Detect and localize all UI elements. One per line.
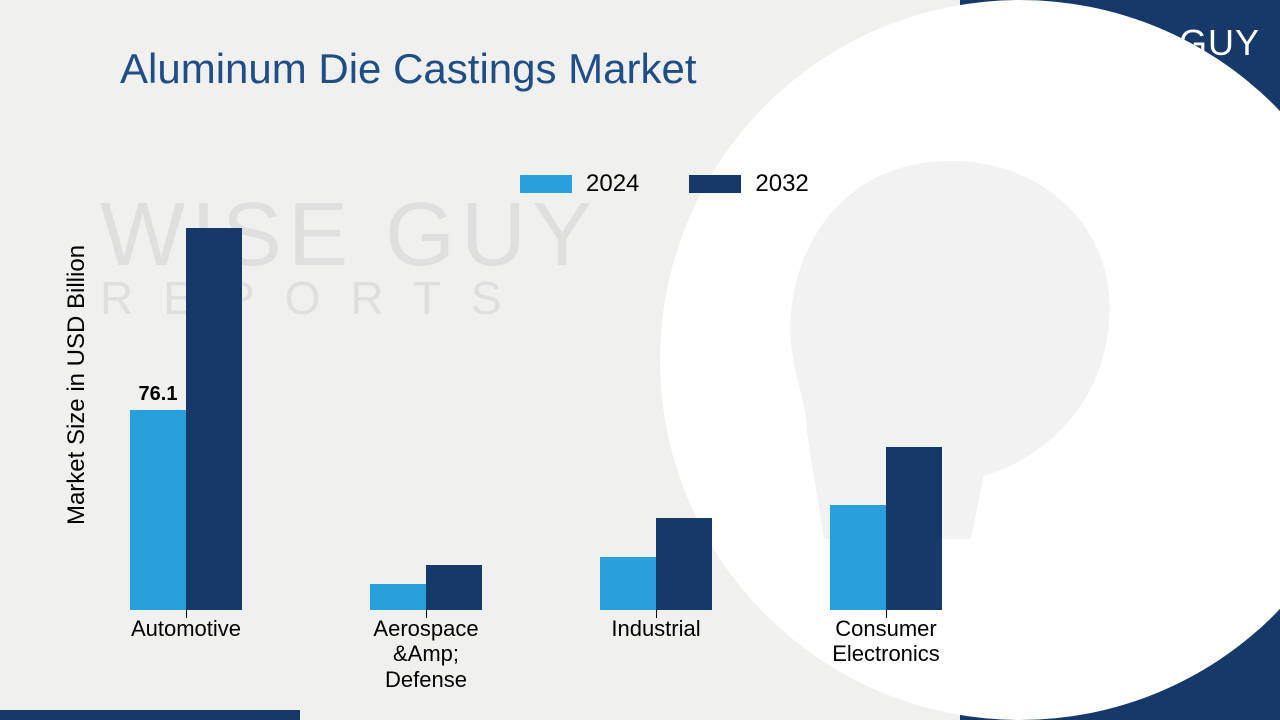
bar-2024 (600, 557, 656, 610)
y-axis-label-wrap: Market Size in USD Billion (62, 160, 92, 610)
legend-swatch-2032 (689, 175, 741, 193)
bar-2024 (830, 505, 886, 610)
x-axis-label: ConsumerElectronics (786, 610, 986, 667)
y-axis-label: Market Size in USD Billion (63, 245, 91, 525)
bar-2032 (426, 565, 482, 610)
brand-top: WISE GUY (1072, 25, 1260, 61)
x-axis-tick (886, 610, 887, 618)
x-axis-tick (426, 610, 427, 618)
legend: 2024 2032 (520, 170, 809, 198)
x-axis-tick (186, 610, 187, 618)
brand-logo: WISE GUY REPORTS (1072, 25, 1260, 81)
x-axis-tick (656, 610, 657, 618)
bottom-accent-bar (0, 710, 300, 720)
bar-2024 (370, 584, 426, 610)
bar-2032 (886, 447, 942, 610)
legend-swatch-2024 (520, 175, 572, 193)
bar-2032 (656, 518, 712, 610)
plot-area: 76.1AutomotiveAerospace&Amp;DefenseIndus… (110, 215, 950, 610)
x-axis-label: Aerospace&Amp;Defense (326, 610, 526, 692)
bar-2032 (186, 228, 242, 610)
bar-value-label: 76.1 (139, 383, 178, 406)
canvas: WISE GUY REPORTS Aluminum Die Castings M… (0, 0, 1280, 720)
chart-title: Aluminum Die Castings Market (120, 45, 697, 93)
legend-item-2024: 2024 (520, 170, 639, 198)
legend-label-2032: 2032 (755, 170, 808, 198)
brand-bottom: REPORTS (1072, 63, 1260, 81)
bar-2024 (130, 410, 186, 610)
legend-item-2032: 2032 (689, 170, 808, 198)
legend-label-2024: 2024 (586, 170, 639, 198)
